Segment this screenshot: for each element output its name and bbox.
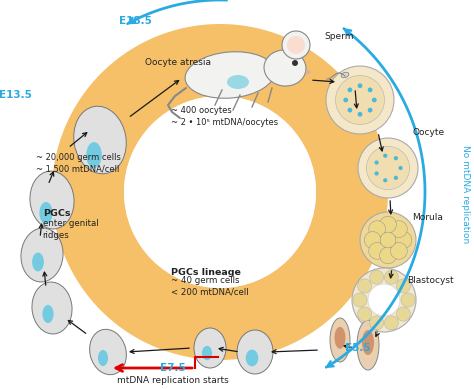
- Wedge shape: [52, 24, 388, 360]
- Circle shape: [336, 75, 384, 124]
- Ellipse shape: [90, 329, 127, 375]
- Circle shape: [374, 172, 379, 175]
- Ellipse shape: [32, 252, 44, 272]
- Text: ~ 400 oocytes
~ 2 • 10⁵ mtDNA/oocytes: ~ 400 oocytes ~ 2 • 10⁵ mtDNA/oocytes: [171, 106, 278, 127]
- Circle shape: [326, 66, 394, 134]
- Ellipse shape: [74, 106, 126, 174]
- Ellipse shape: [42, 305, 54, 323]
- Ellipse shape: [39, 202, 53, 224]
- Text: Blastocyst: Blastocyst: [407, 275, 453, 285]
- Circle shape: [357, 83, 363, 88]
- Circle shape: [394, 156, 398, 160]
- Circle shape: [352, 268, 416, 332]
- Circle shape: [357, 112, 363, 117]
- Ellipse shape: [202, 346, 212, 360]
- Text: PGCs lineage: PGCs lineage: [171, 268, 240, 277]
- Text: Morula: Morula: [412, 213, 443, 223]
- Ellipse shape: [264, 50, 306, 86]
- Circle shape: [383, 154, 387, 158]
- Ellipse shape: [30, 171, 74, 229]
- Circle shape: [380, 232, 396, 248]
- Ellipse shape: [227, 75, 249, 89]
- Ellipse shape: [21, 228, 63, 282]
- Circle shape: [368, 284, 400, 316]
- Ellipse shape: [98, 350, 108, 366]
- Ellipse shape: [194, 328, 226, 368]
- Circle shape: [372, 98, 377, 102]
- Ellipse shape: [32, 282, 72, 334]
- Ellipse shape: [362, 330, 374, 355]
- Circle shape: [282, 31, 310, 59]
- Circle shape: [347, 88, 352, 92]
- Ellipse shape: [246, 350, 258, 366]
- Circle shape: [366, 146, 410, 189]
- Text: E13.5: E13.5: [0, 90, 32, 100]
- Circle shape: [384, 316, 399, 330]
- Circle shape: [395, 231, 412, 249]
- Circle shape: [383, 178, 387, 182]
- Ellipse shape: [330, 318, 350, 362]
- Circle shape: [358, 138, 418, 198]
- Text: ~ 40 germ cells
< 200 mtDNA/cell: ~ 40 germ cells < 200 mtDNA/cell: [171, 275, 248, 296]
- Circle shape: [370, 316, 383, 330]
- Text: E18.5: E18.5: [118, 16, 152, 26]
- Text: E7.5: E7.5: [160, 363, 186, 373]
- Circle shape: [396, 307, 410, 321]
- Text: Sperm: Sperm: [325, 32, 354, 42]
- Text: ~ 20,000 germ cells
~ 1 500 mtDNA/cell: ~ 20,000 germ cells ~ 1 500 mtDNA/cell: [36, 153, 120, 174]
- Circle shape: [360, 212, 416, 268]
- Ellipse shape: [237, 330, 273, 374]
- Text: enter genital
ridges: enter genital ridges: [43, 219, 98, 240]
- Circle shape: [380, 216, 396, 233]
- Ellipse shape: [357, 320, 379, 370]
- Circle shape: [384, 270, 399, 284]
- Circle shape: [124, 96, 316, 288]
- Text: Oocyte atresia: Oocyte atresia: [145, 58, 211, 67]
- Circle shape: [369, 242, 385, 259]
- Circle shape: [374, 160, 379, 165]
- Circle shape: [369, 221, 385, 238]
- Circle shape: [357, 307, 372, 321]
- Circle shape: [401, 293, 415, 307]
- Text: mtDNA replication starts: mtDNA replication starts: [117, 376, 229, 385]
- Circle shape: [391, 221, 407, 238]
- Text: PGCs: PGCs: [43, 209, 70, 219]
- Circle shape: [353, 293, 367, 307]
- Ellipse shape: [335, 327, 346, 349]
- Circle shape: [357, 279, 372, 293]
- Circle shape: [380, 247, 396, 264]
- Text: No mtDNA replication: No mtDNA replication: [462, 145, 470, 244]
- Circle shape: [347, 108, 352, 112]
- Text: E5.5: E5.5: [345, 343, 371, 353]
- Circle shape: [368, 88, 373, 92]
- Circle shape: [368, 108, 373, 112]
- Circle shape: [343, 98, 348, 102]
- Circle shape: [394, 176, 398, 180]
- Circle shape: [391, 242, 407, 259]
- Circle shape: [287, 36, 305, 54]
- Circle shape: [292, 60, 298, 66]
- Circle shape: [364, 231, 381, 249]
- Circle shape: [396, 279, 410, 293]
- Ellipse shape: [306, 70, 310, 74]
- Text: Oocyte: Oocyte: [412, 128, 445, 137]
- Circle shape: [370, 270, 383, 284]
- Ellipse shape: [86, 142, 102, 168]
- Ellipse shape: [341, 72, 349, 78]
- Circle shape: [399, 166, 403, 170]
- Ellipse shape: [185, 52, 275, 98]
